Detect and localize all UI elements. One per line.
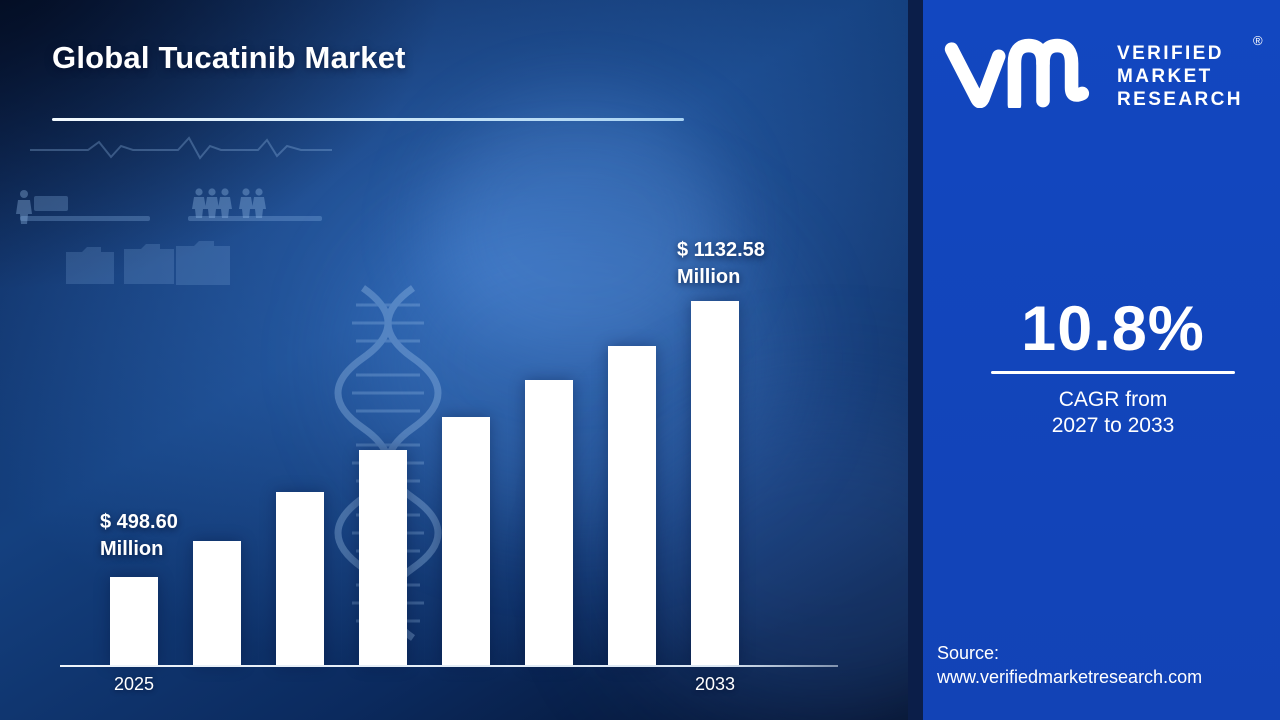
brand-name-line1: VERIFIED <box>1117 43 1224 64</box>
registered-trademark-icon: ® <box>1253 33 1263 48</box>
cagr-caption-line2: 2027 to 2033 <box>1051 414 1175 437</box>
x-axis-line <box>60 665 838 667</box>
folder-icons <box>66 241 230 285</box>
brand-name: VERIFIED MARKET RESEARCH <box>1117 42 1243 111</box>
x-axis-label-2033: 2033 <box>694 674 736 694</box>
x-axis-label-2025: 2025 <box>113 674 155 694</box>
bars <box>110 301 739 665</box>
bar-year-4 <box>442 417 490 665</box>
bar-2025 <box>110 577 158 665</box>
cagr-stat-block: 10.8% CAGR from 2027 to 2033 <box>961 297 1265 439</box>
monitor-badge-icon <box>34 196 68 211</box>
bar-year-2 <box>276 492 324 665</box>
side-panel: VERIFIED MARKET RESEARCH ® 10.8% CAGR fr… <box>923 0 1280 720</box>
people-icons <box>16 188 266 224</box>
bar-value-label-2025: $ 498.60 Million <box>100 511 178 560</box>
cagr-value: 10.8% <box>1021 294 1205 364</box>
ecg-line-icon <box>30 136 332 160</box>
chart-area: Global Tucatinib Market $ 498.60 Million… <box>0 0 908 720</box>
page-title: Global Tucatinib Market <box>52 40 406 75</box>
panel-divider <box>908 0 923 720</box>
brand-logo-row: VERIFIED MARKET RESEARCH ® <box>923 0 1280 130</box>
title-underline <box>52 118 684 121</box>
source-url-link[interactable]: www.verifiedmarketresearch.com <box>937 667 1203 687</box>
bar-year-5 <box>525 380 573 665</box>
bar-year-1 <box>193 541 241 665</box>
bar-value-label-2033: $ 1132.58 Million <box>677 239 765 288</box>
bar-2033 <box>691 301 739 665</box>
cagr-caption-line1: CAGR from <box>1058 388 1168 411</box>
brand-name-line2: MARKET <box>1117 66 1213 87</box>
brand-name-line3: RESEARCH <box>1117 89 1243 110</box>
source-block: Source: www.verifiedmarketresearch.com <box>937 641 1202 689</box>
vmr-logo-icon <box>944 38 1090 108</box>
shelf-lines <box>20 216 322 221</box>
cagr-underline <box>991 371 1235 374</box>
bar-year-6 <box>608 346 656 665</box>
bar-year-3 <box>359 450 407 665</box>
source-label: Source: <box>937 643 1000 663</box>
